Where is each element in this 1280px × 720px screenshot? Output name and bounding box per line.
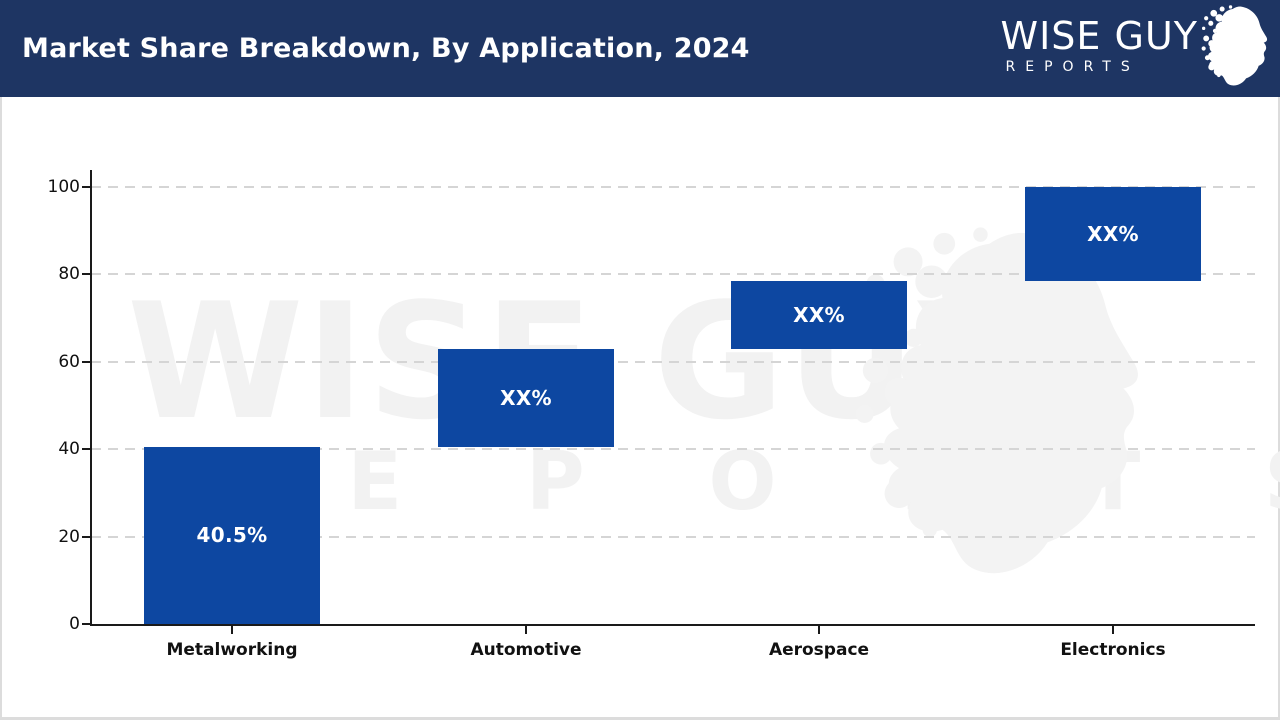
y-tick-0 (82, 623, 90, 625)
header: Market Share Breakdown, By Application, … (0, 0, 1280, 97)
y-axis-line (90, 170, 92, 626)
y-axis-label: 40 (58, 439, 80, 460)
brand-name: WISE GUY (1000, 14, 1198, 59)
bar-metalworking: 40.5% (144, 447, 320, 624)
wise-guy-head-icon (1201, 5, 1268, 86)
x-axis-label-electronics: Electronics (1060, 640, 1166, 660)
y-tick-60 (82, 360, 90, 363)
y-tick-100 (82, 186, 90, 188)
y-tick-80 (82, 273, 90, 276)
bar-value-label: XX% (1087, 221, 1139, 246)
x-axis-label-metalworking: Metalworking (166, 640, 298, 660)
brand-logo: WISE GUY REPORTS (1001, 4, 1272, 88)
page-title: Market Share Breakdown, By Application, … (22, 33, 750, 64)
brand-subname: REPORTS (1005, 58, 1140, 75)
gridline-60 (91, 360, 1255, 363)
y-axis-label: 100 (47, 177, 80, 197)
x-tick-electronics (1112, 626, 1114, 634)
y-tick-20 (82, 535, 90, 538)
y-axis-label: 80 (58, 264, 80, 285)
gridline-20 (91, 535, 1255, 538)
y-axis-label: 60 (58, 351, 80, 372)
brand-logo-text: WISE GUY REPORTS (1000, 14, 1198, 75)
x-tick-automotive (525, 626, 527, 634)
x-axis-line (90, 624, 1255, 626)
bar-automotive: XX% (438, 348, 614, 447)
bar-electronics: XX% (1025, 187, 1201, 281)
bar-value-label: 40.5% (196, 523, 268, 548)
x-axis-label-aerospace: Aerospace (768, 640, 870, 660)
gridline-80 (91, 273, 1255, 276)
x-tick-metalworking (231, 626, 233, 634)
bar-value-label: XX% (500, 385, 552, 410)
gridline-100 (91, 186, 1255, 188)
x-tick-aerospace (818, 626, 820, 634)
bar-aerospace: XX% (731, 280, 907, 349)
bar-value-label: XX% (793, 302, 845, 327)
y-tick-40 (82, 448, 90, 451)
y-axis-label: 20 (58, 526, 80, 547)
gridline-40 (91, 448, 1255, 451)
x-axis-label-automotive: Automotive (470, 640, 582, 660)
y-axis-label: 0 (69, 614, 80, 634)
